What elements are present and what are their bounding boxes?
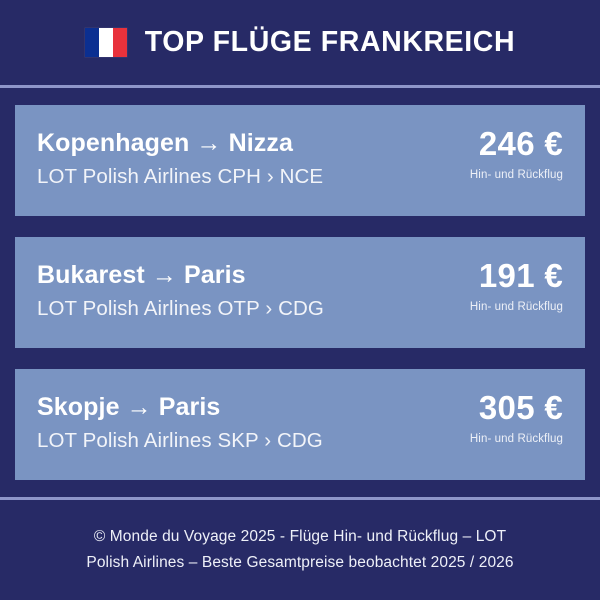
flight-card[interactable]: Kopenhagen → Nizza LOT Polish Airlines C… (15, 105, 585, 216)
footer-line-2: Polish Airlines – Beste Gesamtpreise beo… (86, 553, 514, 571)
flight-airline-codes: LOT Polish Airlines SKP › CDG (37, 428, 323, 452)
flight-price-block: 305 € Hin- und Rückflug (469, 389, 563, 445)
flight-price-block: 191 € Hin- und Rückflug (469, 257, 563, 313)
flight-price: 305 € (478, 389, 563, 426)
flight-price-note: Hin- und Rückflug (469, 168, 563, 181)
flight-list: Kopenhagen → Nizza LOT Polish Airlines C… (0, 88, 600, 497)
flight-airline-codes: LOT Polish Airlines OTP › CDG (37, 296, 324, 320)
flight-route: Skopje → Paris (37, 393, 221, 421)
footer-divider (0, 497, 600, 500)
poster-header: TOP FLÜGE FRANKREICH (0, 0, 600, 85)
flight-price: 191 € (478, 257, 563, 294)
french-flag-icon (84, 28, 127, 57)
flight-price-note: Hin- und Rückflug (469, 432, 563, 445)
flag-band-blue (84, 28, 99, 57)
flight-card[interactable]: Bukarest → Paris LOT Polish Airlines OTP… (15, 237, 585, 348)
flight-price-note: Hin- und Rückflug (469, 300, 563, 313)
footer-line-1: © Monde du Voyage 2025 - Flüge Hin- und … (93, 527, 507, 545)
flight-card-details: Kopenhagen → Nizza LOT Polish Airlines C… (37, 127, 323, 190)
flight-airline-codes: LOT Polish Airlines CPH › NCE (37, 164, 324, 188)
flag-band-white (98, 28, 113, 57)
flight-card-details: Bukarest → Paris LOT Polish Airlines OTP… (37, 259, 324, 322)
header-divider (0, 85, 600, 88)
flight-price: 246 € (478, 125, 563, 162)
flight-price-block: 246 € Hin- und Rückflug (469, 125, 563, 181)
poster-footer: © Monde du Voyage 2025 - Flüge Hin- und … (0, 500, 600, 600)
page-title: TOP FLÜGE FRANKREICH (144, 26, 516, 59)
flight-route: Bukarest → Paris (37, 261, 246, 289)
flight-card-details: Skopje → Paris LOT Polish Airlines SKP ›… (37, 391, 323, 454)
flight-route: Kopenhagen → Nizza (37, 129, 293, 157)
flight-card[interactable]: Skopje → Paris LOT Polish Airlines SKP ›… (15, 369, 585, 480)
flag-band-red (112, 28, 127, 57)
